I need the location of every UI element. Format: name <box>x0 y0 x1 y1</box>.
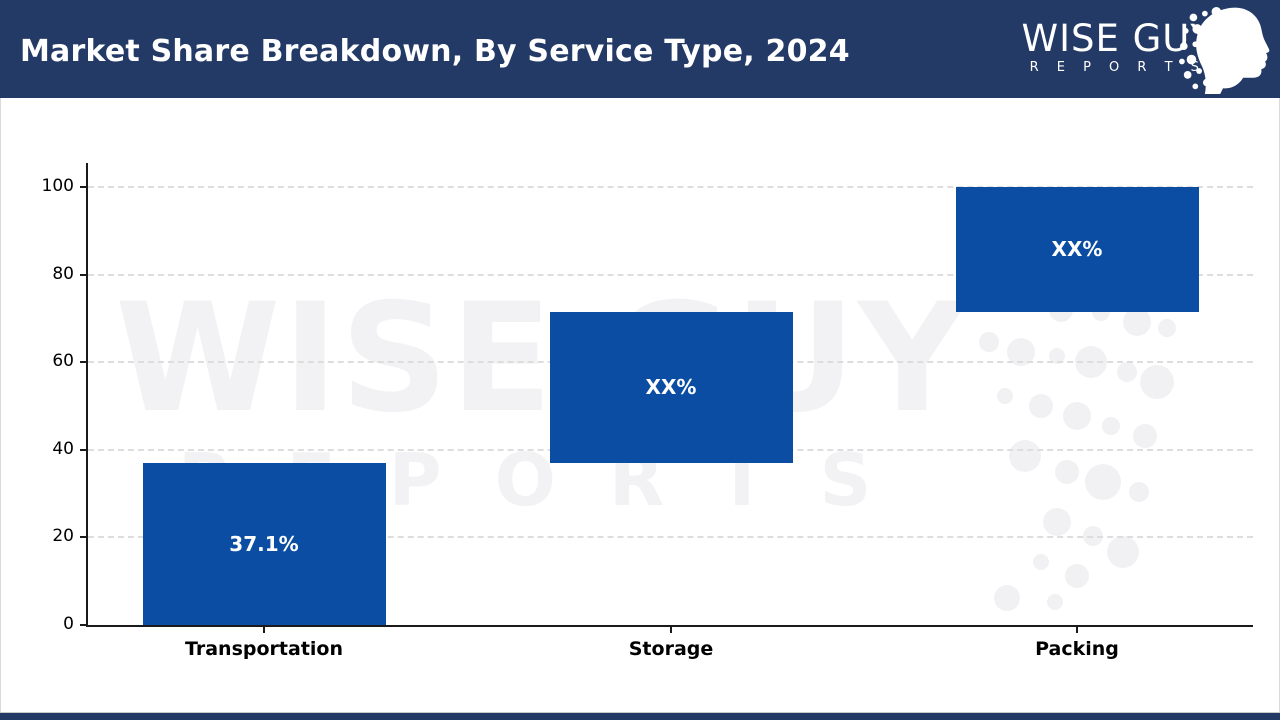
y-axis-line <box>86 163 88 627</box>
ytick-100 <box>80 186 88 188</box>
watermark-wordmark-line1: WISE GUY <box>115 272 969 446</box>
xtick-packing <box>1076 625 1078 633</box>
header-bar: Market Share Breakdown, By Service Type,… <box>0 0 1280 98</box>
brand-logo-name: WISE GUY <box>1021 17 1214 60</box>
ytick-label-20: 20 <box>52 526 74 547</box>
ytick-40 <box>80 448 88 451</box>
bar-storage: XX% <box>549 311 793 463</box>
bar-value-label: XX% <box>1051 237 1103 262</box>
brand-logo-subtitle: R E P O R T S <box>1029 60 1206 75</box>
xcat-label-transportation: Transportation <box>184 638 344 660</box>
ytick-60 <box>80 361 88 364</box>
ytick-label-40: 40 <box>52 438 74 459</box>
ytick-80 <box>80 273 88 276</box>
ytick-label-0: 0 <box>63 614 74 634</box>
chart-title: Market Share Breakdown, By Service Type,… <box>20 34 850 69</box>
xcat-label-storage: Storage <box>628 638 714 660</box>
x-axis-line <box>86 625 1253 627</box>
page-border-left <box>0 98 1 713</box>
footer-bar <box>0 712 1280 720</box>
xtick-transportation <box>263 625 265 633</box>
bar-transportation: 37.1% <box>142 462 386 625</box>
ytick-label-100: 100 <box>41 176 74 196</box>
brand-logo-text: WISE GUY R E P O R T S <box>1022 20 1214 75</box>
bar-value-label: XX% <box>645 375 697 400</box>
gridline-80 <box>88 273 1253 276</box>
gridline-20 <box>88 536 1253 539</box>
xcat-label-packing: Packing <box>1035 638 1119 660</box>
ytick-label-80: 80 <box>52 263 74 284</box>
ytick-0 <box>80 624 88 626</box>
xtick-storage <box>670 625 672 633</box>
brand-logo-face-icon <box>1179 6 1270 94</box>
ytick-label-60: 60 <box>52 351 74 372</box>
brand-logo: WISE GUY R E P O R T S <box>1020 4 1272 94</box>
ytick-20 <box>80 536 88 539</box>
gridline-100 <box>88 186 1253 188</box>
bar-packing: XX% <box>955 187 1199 312</box>
bar-value-label: 37.1% <box>229 531 299 556</box>
